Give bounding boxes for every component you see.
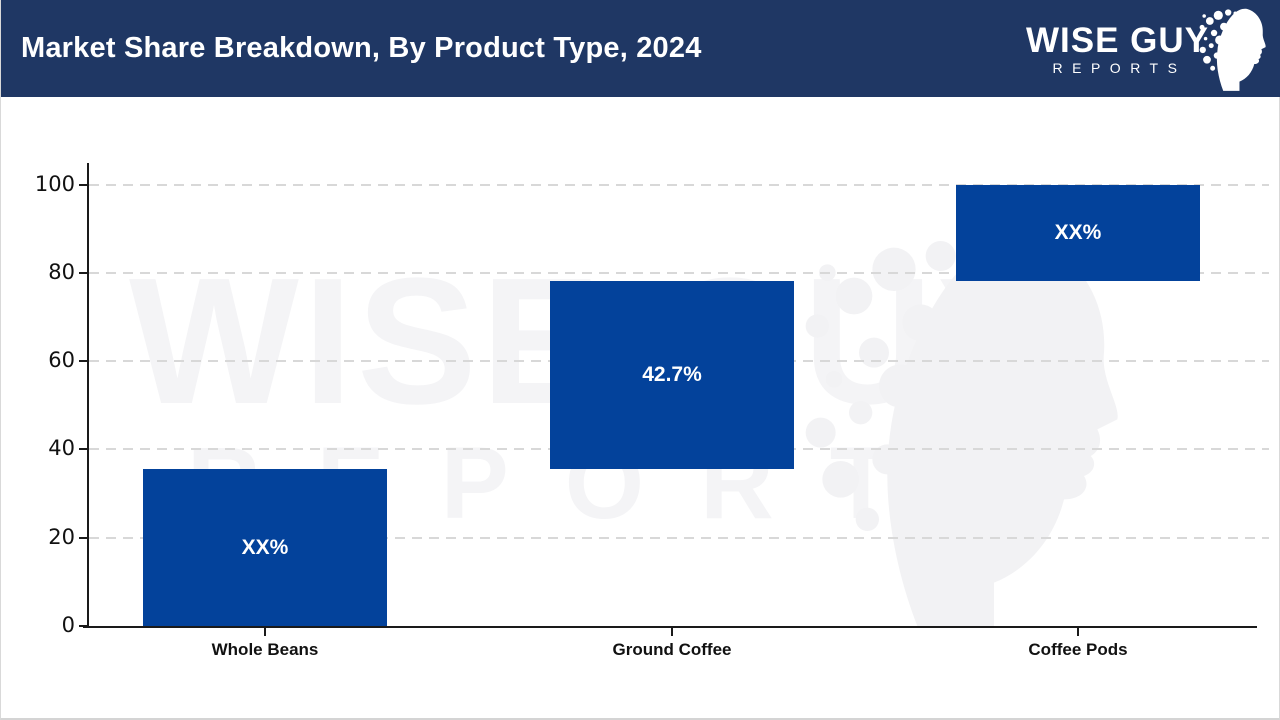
ytick-label-0: 0 [61, 613, 75, 637]
logo-subtitle: REPORTS [1052, 59, 1187, 76]
category-label-ground-coffee: Ground Coffee [612, 640, 732, 659]
ytick-label-20: 20 [48, 524, 75, 549]
logo-text: WISE GUY REPORTS [1026, 23, 1209, 75]
ytick-40 [79, 448, 87, 451]
logo-wordmark: WISE GUY [1025, 20, 1209, 60]
ytick-100 [79, 183, 87, 186]
category-label-whole-beans: Whole Beans [211, 640, 319, 659]
ytick-60 [79, 360, 87, 363]
gridline-100 [89, 183, 1269, 186]
header-banner: Market Share Breakdown, By Product Type,… [1, 0, 1280, 97]
ytick-label-40: 40 [48, 436, 75, 461]
logo-face-icon [1199, 8, 1266, 91]
bar-coffee-pods: XX% [956, 184, 1200, 281]
ytick-label-100: 100 [34, 171, 75, 196]
y-axis-spine [87, 163, 89, 628]
bar-value-label-coffee-pods: XX% [1054, 220, 1102, 244]
xtick-whole-beans [264, 628, 266, 636]
ytick-label-60: 60 [48, 348, 75, 373]
bar-ground-coffee: 42.7% [550, 280, 794, 470]
x-axis-spine [83, 626, 1257, 628]
ytick-label-80: 80 [48, 259, 75, 284]
gridline-20 [89, 536, 1269, 539]
watermark-face-icon [805, 238, 1118, 626]
ytick-80 [79, 271, 87, 274]
xtick-ground-coffee [671, 628, 673, 636]
gridline-80 [89, 271, 1269, 274]
waterfall-chart: XX% Whole Beans 42.7% Ground Coffee XX% Coffe… [1, 97, 1280, 720]
ytick-20 [79, 536, 87, 539]
category-label-coffee-pods: Coffee Pods [1028, 640, 1128, 659]
page-title: Market Share Breakdown, By Product Type,… [21, 32, 702, 64]
bar-value-label-ground-coffee: 42.7% [642, 363, 702, 387]
bar-whole-beans: XX% [143, 469, 387, 626]
bar-value-label-whole-beans: XX% [241, 535, 289, 559]
xtick-coffee-pods [1077, 628, 1079, 636]
ytick-0 [79, 625, 87, 627]
wiseguy-logo: WISE GUY REPORTS [1026, 6, 1267, 91]
